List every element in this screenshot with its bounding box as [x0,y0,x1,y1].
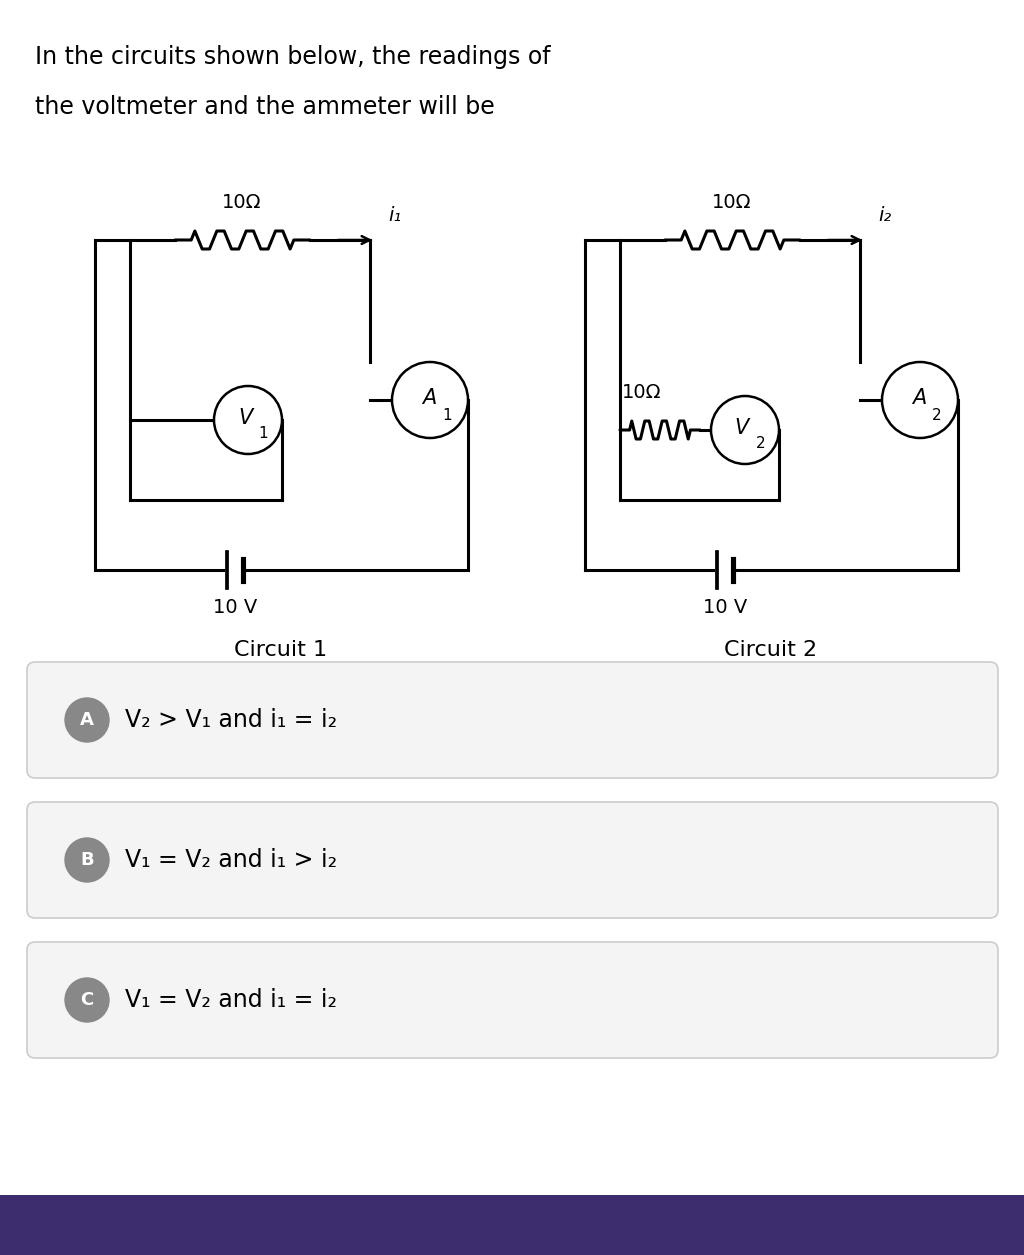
Text: the voltmeter and the ammeter will be: the voltmeter and the ammeter will be [35,95,495,119]
Text: Circuit 1: Circuit 1 [234,640,328,660]
FancyBboxPatch shape [27,661,998,778]
Text: 1: 1 [258,427,268,441]
Text: 10 V: 10 V [213,597,257,617]
Circle shape [882,361,958,438]
Text: Circuit 2: Circuit 2 [724,640,817,660]
Text: V: V [735,418,750,438]
Text: i₁: i₁ [388,206,401,225]
Text: 2: 2 [932,408,942,423]
Circle shape [711,397,779,464]
Text: V₁ = V₂ and i₁ > i₂: V₁ = V₂ and i₁ > i₂ [125,848,337,872]
Text: A: A [422,388,436,408]
Text: 10 V: 10 V [702,597,748,617]
Text: 2: 2 [756,435,765,451]
Text: V₂ > V₁ and i₁ = i₂: V₂ > V₁ and i₁ = i₂ [125,708,337,732]
Text: i₂: i₂ [878,206,891,225]
Text: 10Ω: 10Ω [713,193,752,212]
FancyBboxPatch shape [0,1195,1024,1255]
Circle shape [65,978,109,1022]
Text: In the circuits shown below, the readings of: In the circuits shown below, the reading… [35,45,551,69]
Text: 10Ω: 10Ω [622,383,662,402]
Text: B: B [80,851,94,868]
FancyBboxPatch shape [27,802,998,917]
Text: C: C [80,991,93,1009]
Text: V₁ = V₂ and i₁ = i₂: V₁ = V₂ and i₁ = i₂ [125,988,337,1012]
Circle shape [65,838,109,882]
Text: 1: 1 [442,408,452,423]
Text: A: A [912,388,926,408]
Text: 10Ω: 10Ω [222,193,262,212]
Circle shape [65,698,109,742]
Circle shape [214,387,282,454]
Text: A: A [80,712,94,729]
Text: V: V [238,408,252,428]
FancyBboxPatch shape [27,943,998,1058]
Circle shape [392,361,468,438]
